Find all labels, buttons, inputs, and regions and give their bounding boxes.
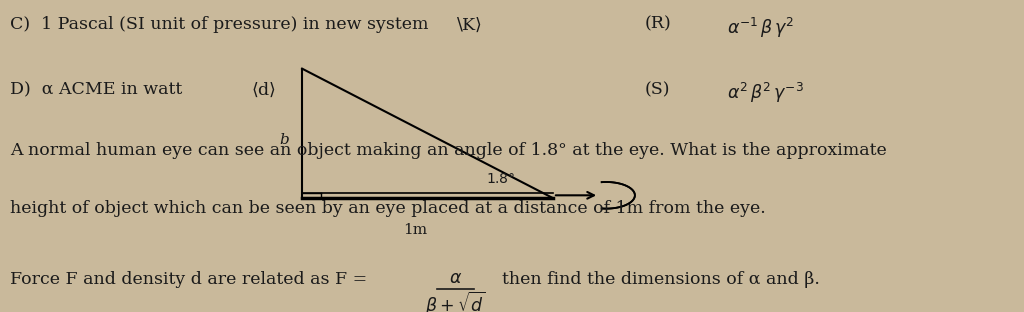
Text: (R): (R) — [645, 16, 672, 32]
Text: b: b — [279, 134, 289, 147]
Text: $\alpha$: $\alpha$ — [450, 271, 462, 287]
Text: $1.8°$: $1.8°$ — [486, 172, 516, 186]
Text: $\alpha^{-1}\,\beta\,\gamma^{2}$: $\alpha^{-1}\,\beta\,\gamma^{2}$ — [727, 16, 794, 40]
Text: Force F and density d are related as F =: Force F and density d are related as F = — [10, 271, 368, 288]
Text: $\backslash$K$\rangle$: $\backslash$K$\rangle$ — [456, 16, 481, 34]
Text: $\alpha^{2}\,\beta^{2}\,\gamma^{-3}$: $\alpha^{2}\,\beta^{2}\,\gamma^{-3}$ — [727, 81, 804, 105]
Text: A normal human eye can see an object making an angle of 1.8° at the eye. What is: A normal human eye can see an object mak… — [10, 142, 887, 159]
Text: then find the dimensions of α and β.: then find the dimensions of α and β. — [502, 271, 819, 288]
Text: D)  α ACME in watt: D) α ACME in watt — [10, 81, 182, 98]
Text: height of object which can be seen by an eye placed at a distance of 1m from the: height of object which can be seen by an… — [10, 200, 766, 217]
Text: C)  1 Pascal (SI unit of pressure) in new system: C) 1 Pascal (SI unit of pressure) in new… — [10, 16, 429, 32]
Text: $\langle$d$\rangle$: $\langle$d$\rangle$ — [251, 81, 276, 100]
Text: $\beta + \sqrt{d}$: $\beta + \sqrt{d}$ — [425, 290, 486, 312]
Text: (S): (S) — [645, 81, 671, 98]
Text: 1m: 1m — [402, 223, 427, 237]
